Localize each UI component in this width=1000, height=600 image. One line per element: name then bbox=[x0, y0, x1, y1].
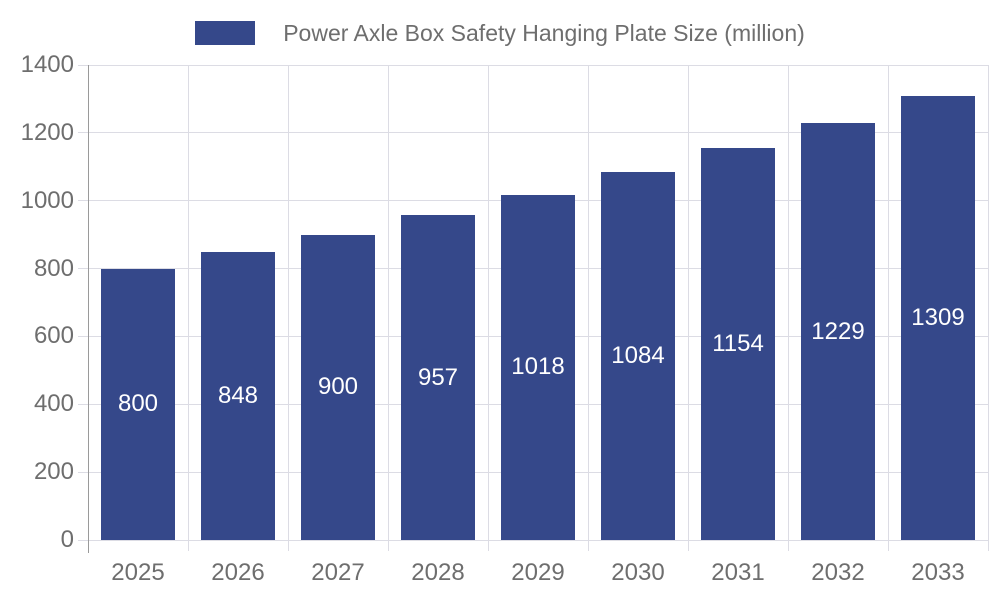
y-tick-mark bbox=[78, 539, 88, 541]
bar-value-label: 1018 bbox=[511, 353, 565, 381]
x-axis-tick-label: 2025 bbox=[111, 559, 165, 586]
bar[interactable] bbox=[101, 268, 175, 540]
bar-value-label: 848 bbox=[217, 382, 259, 410]
y-tick-mark bbox=[78, 335, 88, 337]
x-gridline bbox=[887, 65, 889, 540]
y-axis-line bbox=[88, 65, 89, 553]
bar-value-label: 900 bbox=[317, 373, 359, 401]
x-axis-tick-label: 2028 bbox=[411, 559, 465, 586]
chart-legend[interactable]: Power Axle Box Safety Hanging Plate Size… bbox=[0, 18, 1000, 48]
x-axis-tick-label: 2026 bbox=[211, 559, 265, 586]
bar[interactable] bbox=[901, 95, 975, 540]
bar[interactable] bbox=[801, 123, 875, 540]
y-axis-tick-label: 200 bbox=[33, 458, 74, 486]
y-axis-tick-label: 400 bbox=[33, 390, 74, 418]
x-tick-mark bbox=[587, 540, 589, 551]
x-tick-mark bbox=[387, 540, 389, 551]
y-axis-tick-label: 1200 bbox=[20, 118, 74, 146]
bar-value-label: 800 bbox=[117, 390, 159, 418]
bar-value-label: 957 bbox=[417, 363, 459, 391]
y-tick-mark bbox=[78, 403, 88, 405]
x-axis-tick-label: 2027 bbox=[311, 559, 365, 586]
x-tick-mark bbox=[987, 540, 989, 551]
legend-label: Power Axle Box Safety Hanging Plate Size… bbox=[283, 19, 805, 46]
bar-value-label: 1309 bbox=[911, 303, 965, 331]
x-gridline bbox=[987, 65, 989, 540]
x-gridline bbox=[787, 65, 789, 540]
plot-area: 0 200 400 600 800 1000 1200 1400 800 2025 848 2026 9… bbox=[21, 52, 989, 586]
y-axis-tick-label: 800 bbox=[33, 254, 74, 282]
bar[interactable] bbox=[301, 234, 375, 540]
x-tick-mark bbox=[487, 540, 489, 551]
bar-value-label: 1154 bbox=[712, 330, 764, 358]
x-gridline bbox=[387, 65, 389, 540]
y-tick-mark bbox=[78, 200, 88, 202]
y-axis-tick-label: 1000 bbox=[20, 186, 74, 214]
x-tick-mark bbox=[687, 540, 689, 551]
x-axis-tick-label: 2032 bbox=[811, 559, 865, 586]
y-gridline bbox=[88, 64, 988, 66]
x-tick-mark bbox=[287, 540, 289, 551]
x-axis-tick-label: 2030 bbox=[611, 559, 665, 586]
x-axis-tick-label: 2033 bbox=[911, 559, 965, 586]
x-gridline bbox=[187, 65, 189, 540]
bar[interactable] bbox=[401, 215, 475, 540]
bar[interactable] bbox=[501, 194, 575, 540]
y-tick-mark bbox=[78, 132, 88, 134]
x-tick-mark bbox=[187, 540, 189, 551]
bar[interactable] bbox=[201, 252, 275, 540]
x-gridline bbox=[687, 65, 689, 540]
x-tick-mark bbox=[787, 540, 789, 551]
bar[interactable] bbox=[701, 148, 775, 540]
x-axis-tick-label: 2029 bbox=[511, 559, 565, 586]
y-tick-mark bbox=[78, 64, 88, 66]
x-gridline bbox=[487, 65, 489, 540]
bar[interactable] bbox=[601, 172, 675, 540]
x-tick-mark bbox=[887, 540, 889, 551]
y-gridline bbox=[88, 132, 988, 134]
x-gridline bbox=[287, 65, 289, 540]
y-axis-tick-label: 1400 bbox=[20, 51, 74, 78]
y-tick-mark bbox=[78, 471, 88, 473]
x-gridline bbox=[587, 65, 589, 540]
y-tick-mark bbox=[78, 268, 88, 270]
bar-value-label: 1229 bbox=[811, 317, 865, 345]
bar-value-label: 1084 bbox=[611, 342, 665, 370]
x-axis-tick-label: 2031 bbox=[711, 559, 765, 586]
y-axis-tick-label: 0 bbox=[60, 526, 74, 553]
y-gridline bbox=[88, 539, 988, 541]
y-axis-tick-label: 600 bbox=[33, 322, 74, 350]
legend-swatch bbox=[195, 21, 256, 45]
